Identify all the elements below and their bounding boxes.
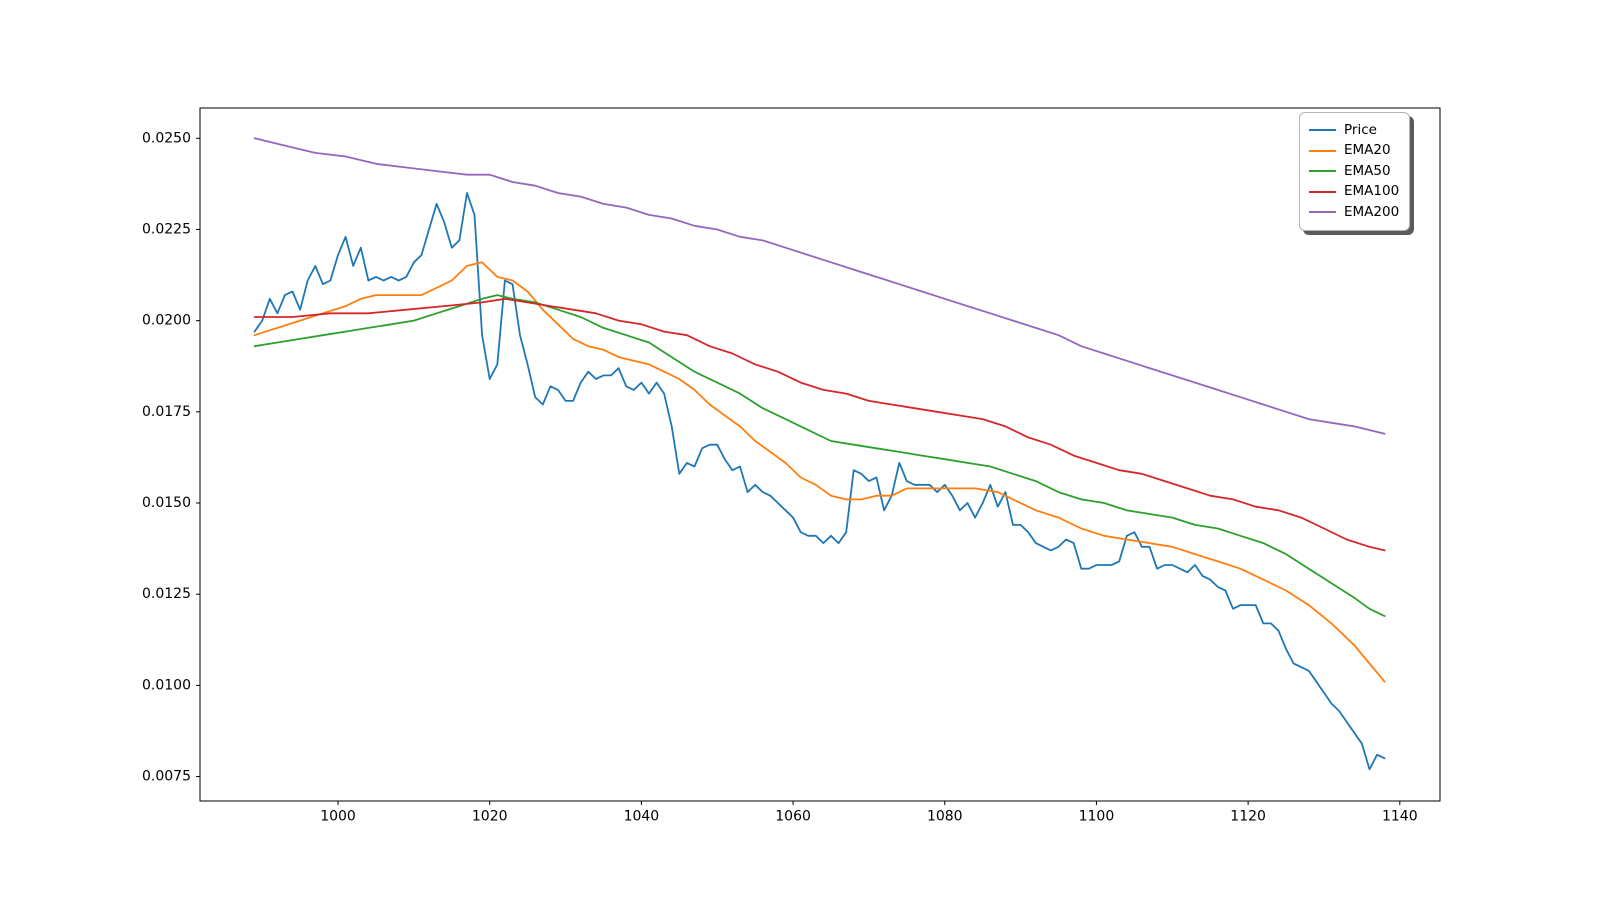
legend-item-ema200: EMA200	[1309, 202, 1399, 223]
series-line-price	[253, 192, 1386, 771]
legend-line-sample-ema200	[1309, 211, 1336, 214]
y-tick-label: 0.0200	[142, 313, 191, 329]
legend-item-ema100: EMA100	[1309, 182, 1399, 203]
legend-item-ema20: EMA20	[1309, 141, 1399, 162]
series-line-ema200	[253, 137, 1386, 435]
y-tick-label: 0.0100	[142, 677, 191, 693]
legend-label: EMA200	[1344, 203, 1400, 220]
x-tick-label: 1020	[472, 809, 508, 825]
x-tick-label: 1060	[775, 809, 811, 825]
y-tick-label: 0.0075	[142, 769, 191, 785]
legend-line-sample-price	[1309, 129, 1336, 132]
legend-label: EMA100	[1344, 183, 1400, 199]
x-tick-label: 1040	[624, 809, 660, 825]
x-tick-label: 1100	[1079, 809, 1115, 825]
plot-border	[199, 107, 1441, 802]
legend-label: EMA20	[1344, 142, 1391, 158]
legend-line-sample-ema50	[1309, 170, 1336, 173]
legend-line-sample-ema100	[1309, 190, 1336, 193]
x-tick-label: 1120	[1230, 809, 1266, 825]
x-tick-label: 1140	[1382, 809, 1418, 825]
x-tick-label: 1080	[927, 809, 963, 825]
legend-line-sample-ema20	[1309, 149, 1336, 152]
y-tick-label: 0.0175	[142, 404, 191, 420]
series-line-ema100	[253, 297, 1386, 552]
y-tick-label: 0.0125	[142, 586, 191, 602]
legend-item-ema50: EMA50	[1309, 161, 1399, 182]
x-tick-label: 1000	[320, 809, 356, 825]
legend-label: EMA50	[1344, 162, 1391, 179]
series-line-ema50	[253, 294, 1386, 617]
legend-item-price: Price	[1309, 120, 1399, 141]
y-tick-label: 0.0225	[142, 221, 191, 237]
y-tick-label: 0.0250	[142, 130, 191, 146]
y-tick-label: 0.0150	[142, 495, 191, 511]
legend-box: Price EMA20 EMA50 EMA100 EMA200	[1299, 112, 1411, 231]
legend-label: Price	[1344, 121, 1377, 138]
series-line-ema20	[253, 261, 1386, 683]
